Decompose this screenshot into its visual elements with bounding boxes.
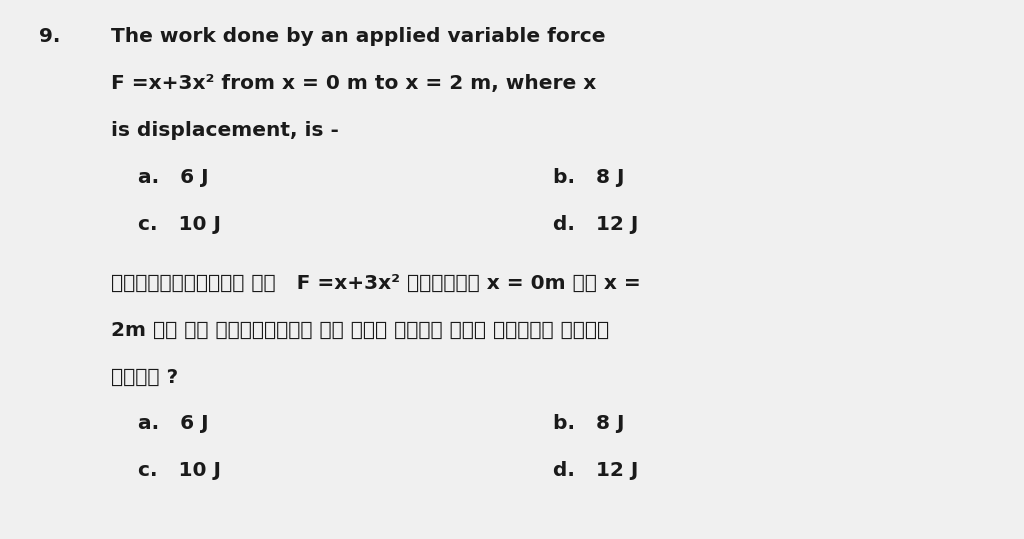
Text: The work done by an applied variable force: The work done by an applied variable for… bbox=[111, 27, 605, 46]
Text: b.   8 J: b. 8 J bbox=[553, 414, 625, 433]
Text: F =x+3x² from x = 0 m to x = 2 m, where x: F =x+3x² from x = 0 m to x = 2 m, where … bbox=[111, 74, 596, 93]
Text: परिवर्तनशील बल   F =x+3x² द्वारा x = 0m से x =: परिवर्तनशील बल F =x+3x² द्वारा x = 0m से… bbox=[111, 274, 640, 293]
Text: a.   6 J: a. 6 J bbox=[138, 168, 209, 186]
Text: c.   10 J: c. 10 J bbox=[138, 215, 221, 233]
Text: होगा ?: होगा ? bbox=[111, 368, 178, 386]
Text: a.   6 J: a. 6 J bbox=[138, 414, 209, 433]
Text: c.   10 J: c. 10 J bbox=[138, 461, 221, 480]
Text: d.   12 J: d. 12 J bbox=[553, 215, 638, 233]
Text: 9.: 9. bbox=[39, 27, 60, 46]
Text: 2m तक के विस्थापन के लिए किया गया कार्य क्या: 2m तक के विस्थापन के लिए किया गया कार्य … bbox=[111, 321, 608, 340]
Text: d.   12 J: d. 12 J bbox=[553, 461, 638, 480]
Text: is displacement, is -: is displacement, is - bbox=[111, 121, 339, 140]
Text: b.   8 J: b. 8 J bbox=[553, 168, 625, 186]
